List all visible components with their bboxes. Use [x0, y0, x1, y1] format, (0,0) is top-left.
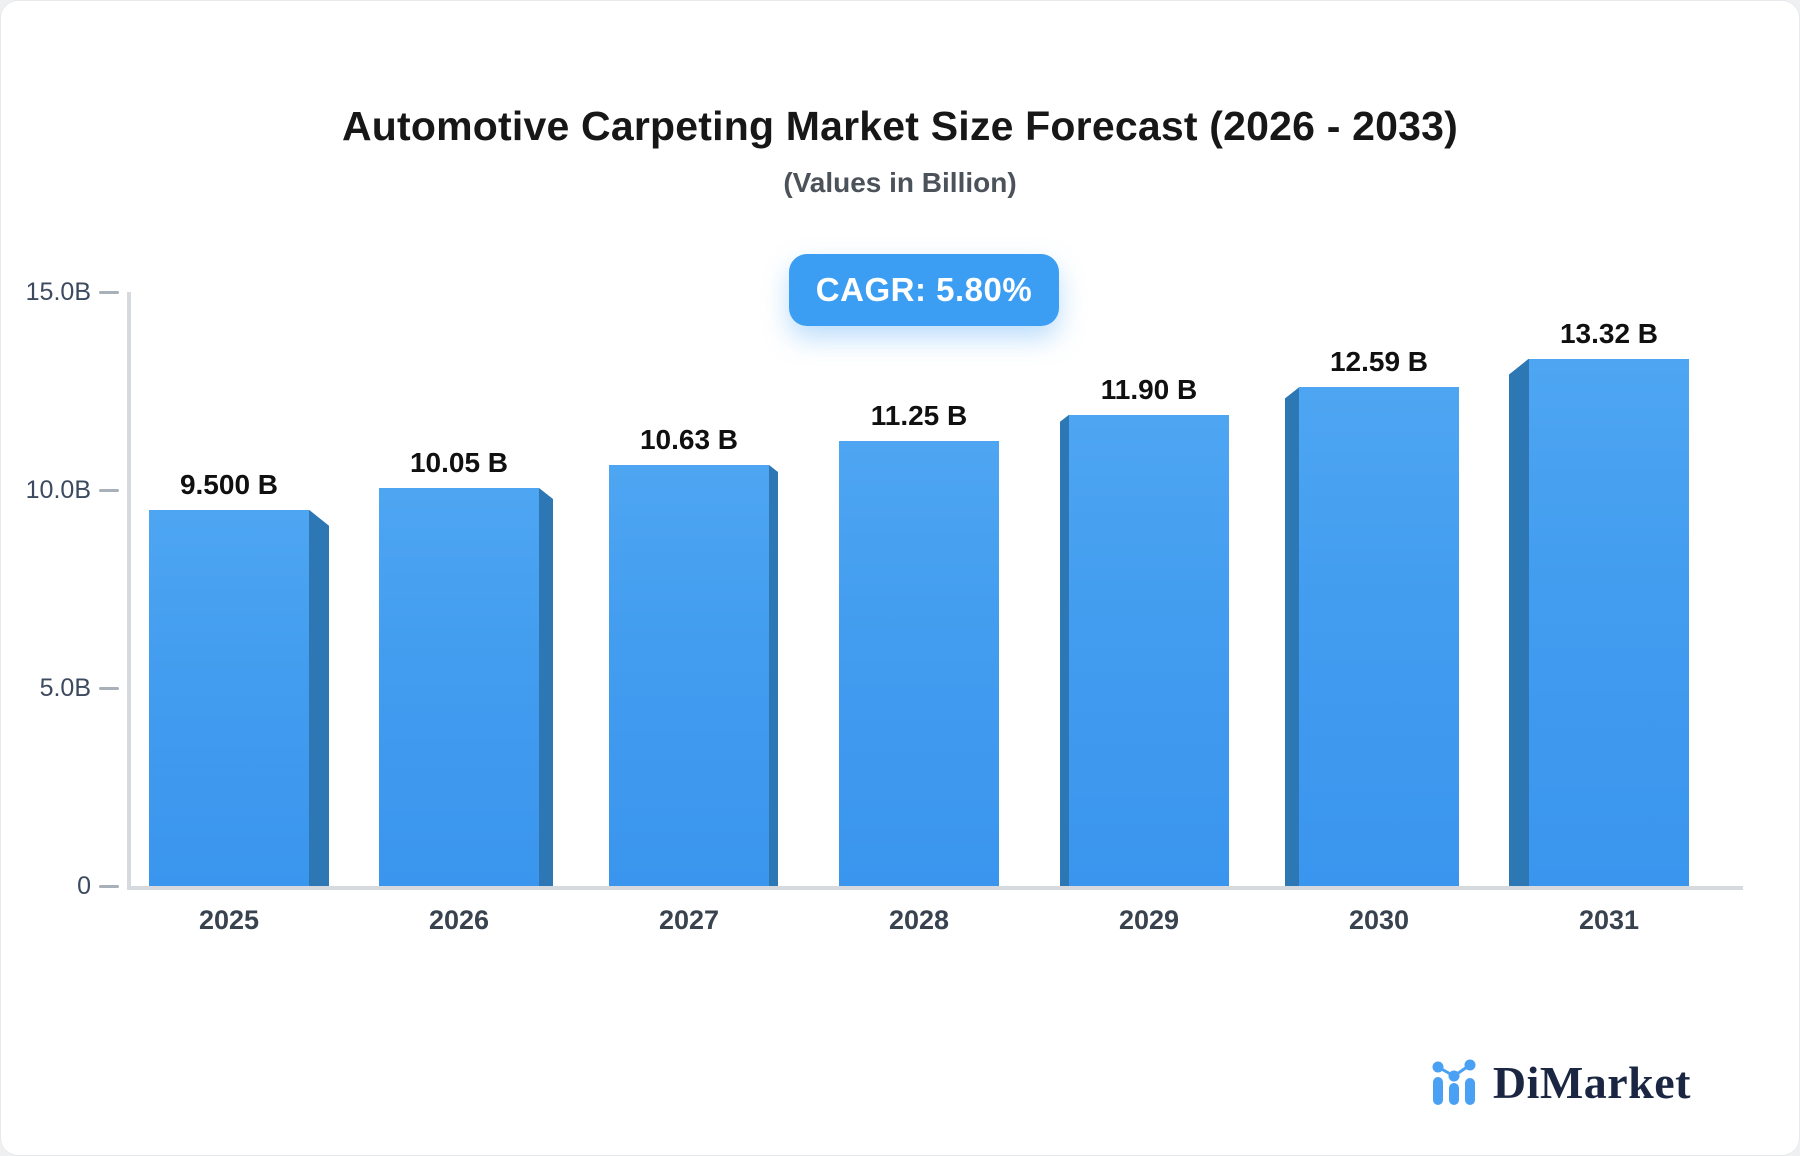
- bar-side-2027: [769, 465, 778, 886]
- x-axis-label-2030: 2030: [1348, 905, 1410, 935]
- bar-2027[interactable]: [609, 465, 769, 886]
- y-tick-label: 0: [77, 872, 91, 900]
- y-tick-mark: [99, 290, 119, 294]
- bar-2029[interactable]: [1069, 414, 1229, 886]
- y-tick-mark: [99, 488, 119, 492]
- chart-title: Automotive Carpeting Market Size Forecas…: [341, 103, 1459, 149]
- x-axis-label-2027: 2027: [658, 905, 720, 935]
- x-axis-label-2031: 2031: [1578, 905, 1640, 935]
- x-axis-line: [127, 886, 1743, 890]
- x-axis-label-2025: 2025: [198, 905, 260, 935]
- bar-side-2030: [1285, 387, 1299, 886]
- brand-name: DiMarket: [1492, 1057, 1691, 1108]
- bar-side-2031: [1509, 358, 1529, 886]
- chart-subtitle: (Values in Billion): [783, 167, 1017, 198]
- bar-2030[interactable]: [1299, 387, 1459, 886]
- bar-value-label-2029: 11.90 B: [1100, 373, 1198, 405]
- bar-value-label-2027: 10.63 B: [639, 424, 739, 456]
- bar-side-2026: [539, 488, 553, 886]
- bar-2031[interactable]: [1529, 358, 1689, 886]
- bar-value-label-2026: 10.05 B: [409, 447, 509, 479]
- y-tick-mark: [99, 884, 119, 888]
- bar-value-label-2025: 9.500 B: [179, 468, 279, 500]
- bar-value-label-2030: 12.59 B: [1329, 346, 1429, 378]
- bar-value-label-2028: 11.25 B: [870, 399, 968, 431]
- bar-2025[interactable]: [149, 509, 309, 886]
- bar-side-2025: [309, 509, 329, 886]
- y-tick-mark: [99, 686, 119, 690]
- brand-logo: DiMarket: [1429, 1056, 1691, 1109]
- y-tick-label: 10.0B: [25, 476, 91, 504]
- y-tick-label: 15.0B: [25, 278, 91, 306]
- bar-chart-logo-icon: [1432, 1059, 1476, 1105]
- bar-value-label-2031: 13.32 B: [1559, 317, 1659, 349]
- bar-2028[interactable]: [839, 440, 999, 886]
- x-axis-label-2026: 2026: [428, 905, 490, 935]
- x-axis-label-2028: 2028: [888, 905, 950, 935]
- cagr-badge: CAGR: 5.80%: [789, 254, 1059, 326]
- y-axis-line: [127, 292, 131, 890]
- bar-2026[interactable]: [379, 488, 539, 886]
- x-axis-label-2029: 2029: [1118, 905, 1180, 935]
- y-tick-label: 5.0B: [39, 674, 91, 702]
- bar-side-2029: [1060, 414, 1069, 886]
